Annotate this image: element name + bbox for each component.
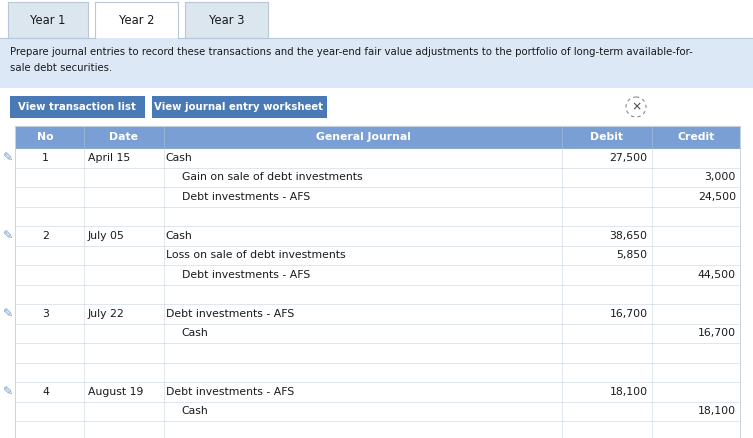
Text: ✎: ✎	[3, 151, 13, 164]
Bar	[15, 402, 740, 421]
Text: 44,500: 44,500	[698, 270, 736, 280]
Bar	[185, 2, 268, 38]
Text: Credit: Credit	[677, 132, 715, 142]
Text: sale debt securities.: sale debt securities.	[10, 63, 112, 73]
Text: Gain on sale of debt investments: Gain on sale of debt investments	[181, 172, 362, 182]
Text: 5,850: 5,850	[617, 250, 648, 260]
Bar	[15, 421, 740, 438]
Bar	[15, 126, 740, 148]
Text: Debit: Debit	[590, 132, 623, 142]
Text: Cash: Cash	[166, 153, 192, 163]
Text: Loss on sale of debt investments: Loss on sale of debt investments	[166, 250, 345, 260]
Bar	[10, 96, 145, 118]
Bar	[15, 187, 740, 206]
Bar	[0, 38, 753, 88]
Text: Year 2: Year 2	[119, 14, 154, 27]
Bar	[15, 343, 740, 363]
Text: Debt investments - AFS: Debt investments - AFS	[181, 192, 310, 202]
Text: ✎: ✎	[3, 229, 13, 242]
Text: Debt investments - AFS: Debt investments - AFS	[166, 387, 294, 397]
Text: 4: 4	[42, 387, 49, 397]
Text: General Journal: General Journal	[316, 132, 410, 142]
Text: Debt investments - AFS: Debt investments - AFS	[166, 309, 294, 319]
Bar	[15, 265, 740, 285]
Text: Debt investments - AFS: Debt investments - AFS	[181, 270, 310, 280]
Text: 16,700: 16,700	[609, 309, 648, 319]
Text: Date: Date	[109, 132, 139, 142]
Text: 38,650: 38,650	[609, 231, 648, 241]
Text: View transaction list: View transaction list	[18, 102, 136, 112]
Text: April 15: April 15	[88, 153, 130, 163]
Text: August 19: August 19	[88, 387, 143, 397]
Text: Cash: Cash	[166, 231, 192, 241]
Text: 2: 2	[42, 231, 49, 241]
Text: Cash: Cash	[181, 406, 209, 416]
Text: July 22: July 22	[88, 309, 125, 319]
Bar	[152, 96, 327, 118]
Text: 18,100: 18,100	[609, 387, 648, 397]
Text: ✎: ✎	[3, 307, 13, 320]
Bar	[15, 304, 740, 324]
Bar	[15, 246, 740, 265]
Text: 24,500: 24,500	[698, 192, 736, 202]
Text: 3: 3	[42, 309, 49, 319]
Bar	[95, 2, 178, 38]
Bar	[8, 2, 88, 38]
Text: Prepare journal entries to record these transactions and the year-end fair value: Prepare journal entries to record these …	[10, 47, 693, 57]
Bar	[15, 363, 740, 382]
Text: Year 1: Year 1	[30, 14, 66, 27]
Text: July 05: July 05	[88, 231, 125, 241]
Text: Cash: Cash	[181, 328, 209, 338]
Bar	[15, 167, 740, 187]
Text: 16,700: 16,700	[698, 328, 736, 338]
Text: Year 3: Year 3	[209, 14, 244, 27]
Bar	[15, 324, 740, 343]
Bar	[15, 148, 740, 167]
Text: View journal entry worksheet: View journal entry worksheet	[154, 102, 324, 112]
Bar	[15, 206, 740, 226]
Bar	[15, 285, 740, 304]
Text: No: No	[37, 132, 53, 142]
Text: ✎: ✎	[3, 385, 13, 398]
Bar	[15, 226, 740, 246]
Text: ×: ×	[631, 100, 641, 113]
Text: 3,000: 3,000	[705, 172, 736, 182]
Text: 18,100: 18,100	[698, 406, 736, 416]
Text: 27,500: 27,500	[609, 153, 648, 163]
Text: 1: 1	[42, 153, 49, 163]
Bar	[15, 382, 740, 402]
